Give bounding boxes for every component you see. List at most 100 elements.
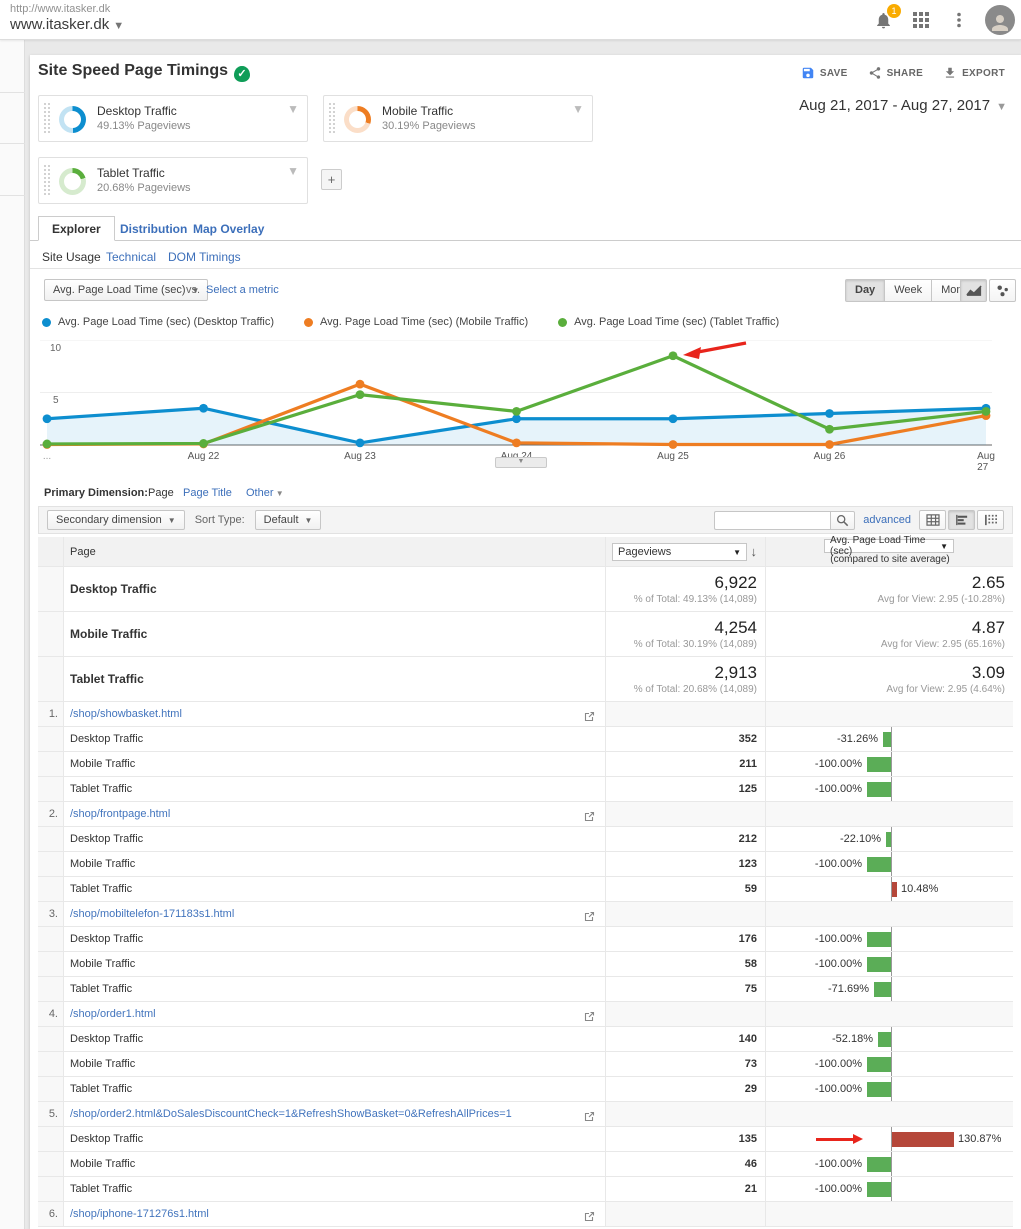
metric-cell bbox=[765, 1102, 1013, 1126]
data-point[interactable] bbox=[825, 409, 834, 418]
verified-shield-icon: ✓ bbox=[233, 66, 250, 82]
segment-card-tablet[interactable]: Tablet Traffic 20.68% Pageviews ▼ bbox=[38, 157, 308, 204]
comparison-percent: -100.00% bbox=[814, 958, 862, 970]
tab-explorer[interactable]: Explorer bbox=[38, 216, 115, 241]
dimension-page[interactable]: Page bbox=[148, 487, 174, 499]
property-url: http://www.itasker.dk bbox=[10, 3, 111, 15]
subtab-site-usage[interactable]: Site Usage bbox=[42, 250, 101, 264]
segment-stat: 20.68% Pageviews bbox=[97, 182, 191, 194]
data-point[interactable] bbox=[512, 414, 521, 424]
add-segment-button[interactable]: + bbox=[321, 169, 342, 190]
data-point[interactable] bbox=[825, 440, 834, 449]
subtab-dom-timings[interactable]: DOM Timings bbox=[168, 250, 241, 264]
account-selector[interactable]: www.itasker.dk ▼ bbox=[10, 16, 125, 33]
open-page-button[interactable] bbox=[584, 909, 595, 927]
save-button[interactable]: SAVE bbox=[801, 66, 848, 80]
timeline-slider-handle[interactable]: ▼ bbox=[495, 457, 547, 468]
tab-distribution[interactable]: Distribution bbox=[120, 222, 188, 236]
data-point[interactable] bbox=[355, 390, 365, 399]
open-page-button[interactable] bbox=[584, 1209, 595, 1227]
data-point[interactable] bbox=[199, 403, 208, 413]
dimension-page-title[interactable]: Page Title bbox=[183, 487, 232, 499]
more-options-button[interactable] bbox=[947, 8, 971, 32]
advanced-search-link[interactable]: advanced bbox=[863, 514, 911, 526]
pageviews-value: 46 bbox=[744, 1158, 757, 1170]
data-point[interactable] bbox=[668, 440, 678, 449]
data-point[interactable] bbox=[42, 439, 52, 449]
metric-column-subtitle: (compared to site average) bbox=[830, 554, 950, 565]
open-page-button[interactable] bbox=[584, 1009, 595, 1027]
pageviews-cell bbox=[605, 902, 765, 926]
data-point[interactable] bbox=[668, 414, 678, 424]
column-header-page[interactable]: Page bbox=[64, 537, 605, 566]
line-chart-view-button[interactable] bbox=[960, 279, 987, 302]
row-index: 2. bbox=[38, 802, 64, 826]
data-table-view-button[interactable] bbox=[919, 510, 946, 530]
share-button[interactable]: SHARE bbox=[868, 66, 924, 80]
data-point[interactable] bbox=[512, 407, 521, 416]
open-page-button[interactable] bbox=[584, 709, 595, 727]
drag-handle-icon[interactable] bbox=[43, 164, 50, 197]
page-url-link[interactable]: /shop/iphone-171276s1.html bbox=[70, 1208, 209, 1220]
apps-grid-button[interactable] bbox=[909, 8, 933, 32]
table-row: Desktop Traffic 135 130.87% bbox=[38, 1127, 1013, 1152]
chevron-down-icon[interactable]: ▼ bbox=[287, 102, 299, 116]
date-range-selector[interactable]: Aug 21, 2017 - Aug 27, 2017 ▼ bbox=[799, 97, 1007, 114]
drag-handle-icon[interactable] bbox=[328, 102, 335, 135]
bar-axis-line bbox=[891, 952, 892, 976]
segment-label: Tablet Traffic bbox=[70, 983, 133, 995]
metric-column-dropdown[interactable]: Avg. Page Load Time (sec) ▼ bbox=[824, 535, 954, 557]
motion-chart-view-button[interactable] bbox=[989, 279, 1016, 302]
pageviews-column-dropdown[interactable]: Pageviews ▼ bbox=[612, 543, 747, 561]
sort-type-dropdown[interactable]: Default ▼ bbox=[254, 510, 322, 530]
comparison-bar bbox=[867, 957, 891, 972]
open-page-button[interactable] bbox=[584, 1109, 595, 1127]
tab-map-overlay[interactable]: Map Overlay bbox=[193, 222, 265, 236]
sort-descending-icon[interactable]: ↓ bbox=[750, 544, 758, 559]
metric-cell: -31.26% bbox=[765, 727, 1013, 751]
page-url-link[interactable]: /shop/mobiltelefon-171183s1.html bbox=[70, 908, 235, 920]
data-point[interactable] bbox=[981, 407, 991, 416]
table-row: Tablet Traffic 125 -100.00% bbox=[38, 777, 1013, 802]
segment-card-desktop[interactable]: Desktop Traffic 49.13% Pageviews ▼ bbox=[38, 95, 308, 142]
granularity-day-button[interactable]: Day bbox=[845, 279, 886, 302]
open-page-button[interactable] bbox=[584, 809, 595, 827]
performance-view-button[interactable] bbox=[948, 510, 975, 530]
data-point[interactable] bbox=[42, 414, 52, 424]
dimension-other[interactable]: Other ▼ bbox=[246, 487, 284, 499]
page-url-link[interactable]: /shop/order2.html&DoSalesDiscountCheck=1… bbox=[70, 1108, 512, 1120]
collapsed-sidebar[interactable] bbox=[0, 40, 25, 1229]
page-url-link[interactable]: /shop/frontpage.html bbox=[70, 808, 171, 820]
data-point[interactable] bbox=[512, 438, 521, 448]
data-point[interactable] bbox=[355, 379, 365, 389]
chevron-down-icon[interactable]: ▼ bbox=[287, 164, 299, 178]
pageviews-value: 29 bbox=[744, 1083, 757, 1095]
data-point[interactable] bbox=[825, 424, 834, 434]
search-input[interactable] bbox=[714, 510, 831, 530]
select-metric-link[interactable]: Select a metric bbox=[206, 284, 279, 296]
pivot-view-button[interactable] bbox=[977, 510, 1004, 530]
page-url-link[interactable]: /shop/order1.html bbox=[70, 1008, 156, 1020]
segment-label: Mobile Traffic bbox=[70, 758, 136, 770]
data-point[interactable] bbox=[199, 439, 208, 448]
data-point[interactable] bbox=[355, 438, 365, 448]
notifications-button[interactable]: 1 bbox=[871, 4, 901, 32]
data-point[interactable] bbox=[668, 351, 678, 361]
secondary-dimension-button[interactable]: Secondary dimension ▼ bbox=[47, 510, 185, 530]
row-index bbox=[38, 1052, 64, 1076]
metric-dropdown[interactable]: Avg. Page Load Time (sec) ▼ bbox=[44, 279, 209, 301]
user-avatar[interactable] bbox=[985, 5, 1015, 35]
comparison-percent: -71.69% bbox=[828, 983, 869, 995]
search-button[interactable] bbox=[830, 510, 856, 530]
subtab-technical[interactable]: Technical bbox=[106, 250, 157, 264]
pageviews-cell bbox=[605, 702, 765, 726]
page-url-link[interactable]: /shop/showbasket.html bbox=[70, 708, 182, 720]
comparison-percent: -100.00% bbox=[814, 858, 862, 870]
segment-card-mobile[interactable]: Mobile Traffic 30.19% Pageviews ▼ bbox=[323, 95, 593, 142]
drag-handle-icon[interactable] bbox=[43, 102, 50, 135]
row-index: 4. bbox=[38, 1002, 64, 1026]
timeseries-chart[interactable]: 10 5 bbox=[40, 339, 992, 450]
export-button[interactable]: EXPORT bbox=[943, 66, 1005, 80]
chevron-down-icon[interactable]: ▼ bbox=[572, 102, 584, 116]
granularity-week-button[interactable]: Week bbox=[885, 279, 933, 302]
